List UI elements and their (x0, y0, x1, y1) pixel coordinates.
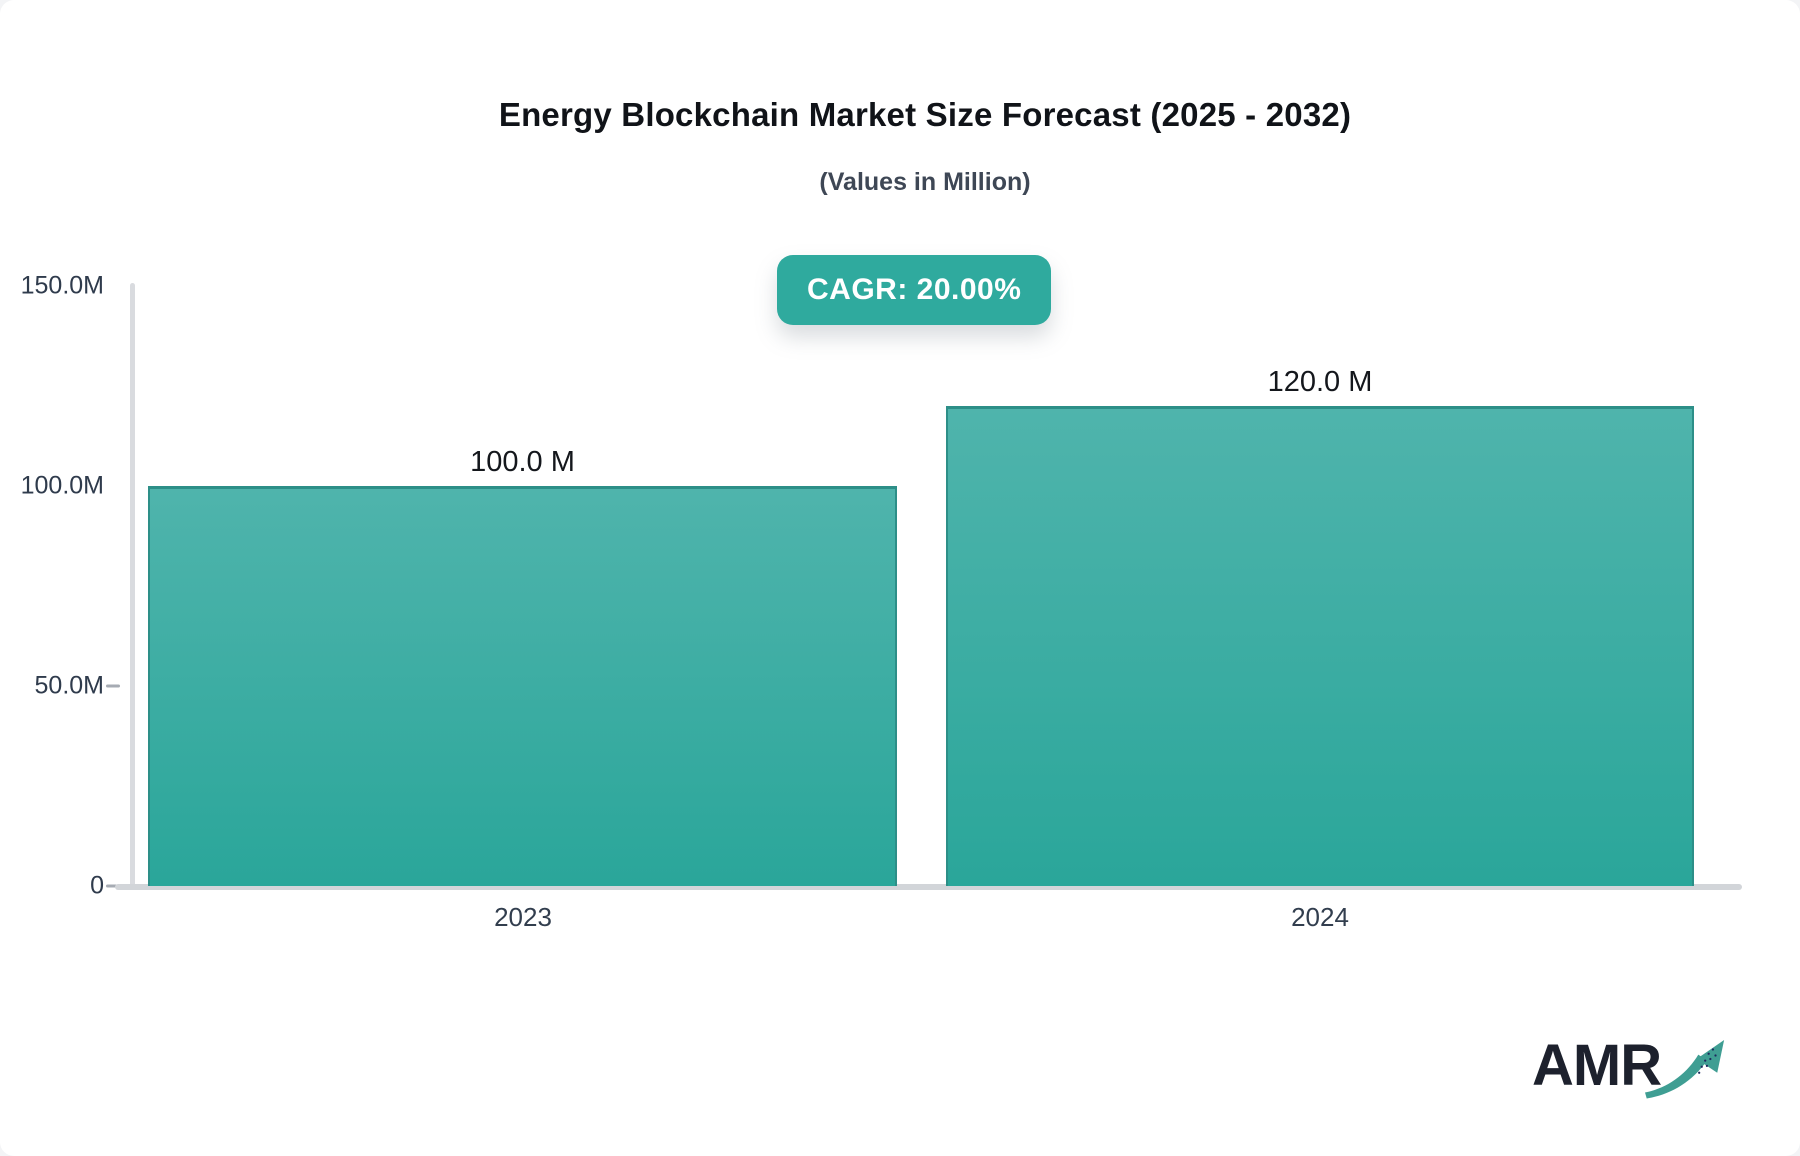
bar-2024 (946, 406, 1694, 886)
bar-value-label-2024: 120.0 M (1267, 366, 1373, 398)
bar-group-2023: 100.0 M (148, 446, 897, 886)
y-tick-mark-0 (106, 884, 120, 888)
chart-subtitle: (Values in Million) (819, 168, 1031, 196)
x-axis-line (115, 884, 1742, 890)
y-tick-label-50m: 50.0M (34, 671, 104, 700)
growth-arrow-icon (1645, 1038, 1731, 1109)
amr-logo: AMR (1532, 1030, 1731, 1102)
y-tick-label-0: 0 (90, 871, 104, 900)
x-tick-label-2024: 2024 (1291, 902, 1349, 932)
x-tick-label-2023: 2023 (494, 902, 552, 932)
y-tick-mark-50m (106, 684, 120, 688)
chart-title: Energy Blockchain Market Size Forecast (… (498, 96, 1352, 133)
bar-value-label-2023: 100.0 M (470, 446, 575, 478)
y-tick-label-100m: 100.0M (20, 471, 104, 500)
cagr-badge: CAGR: 20.00% (777, 255, 1052, 325)
bar-group-2024: 120.0 M (946, 366, 1694, 886)
amr-logo-text: AMR (1532, 1033, 1662, 1098)
y-axis-line (130, 283, 135, 889)
bar-2023 (148, 486, 897, 886)
y-tick-label-150m: 150.0M (20, 271, 104, 300)
